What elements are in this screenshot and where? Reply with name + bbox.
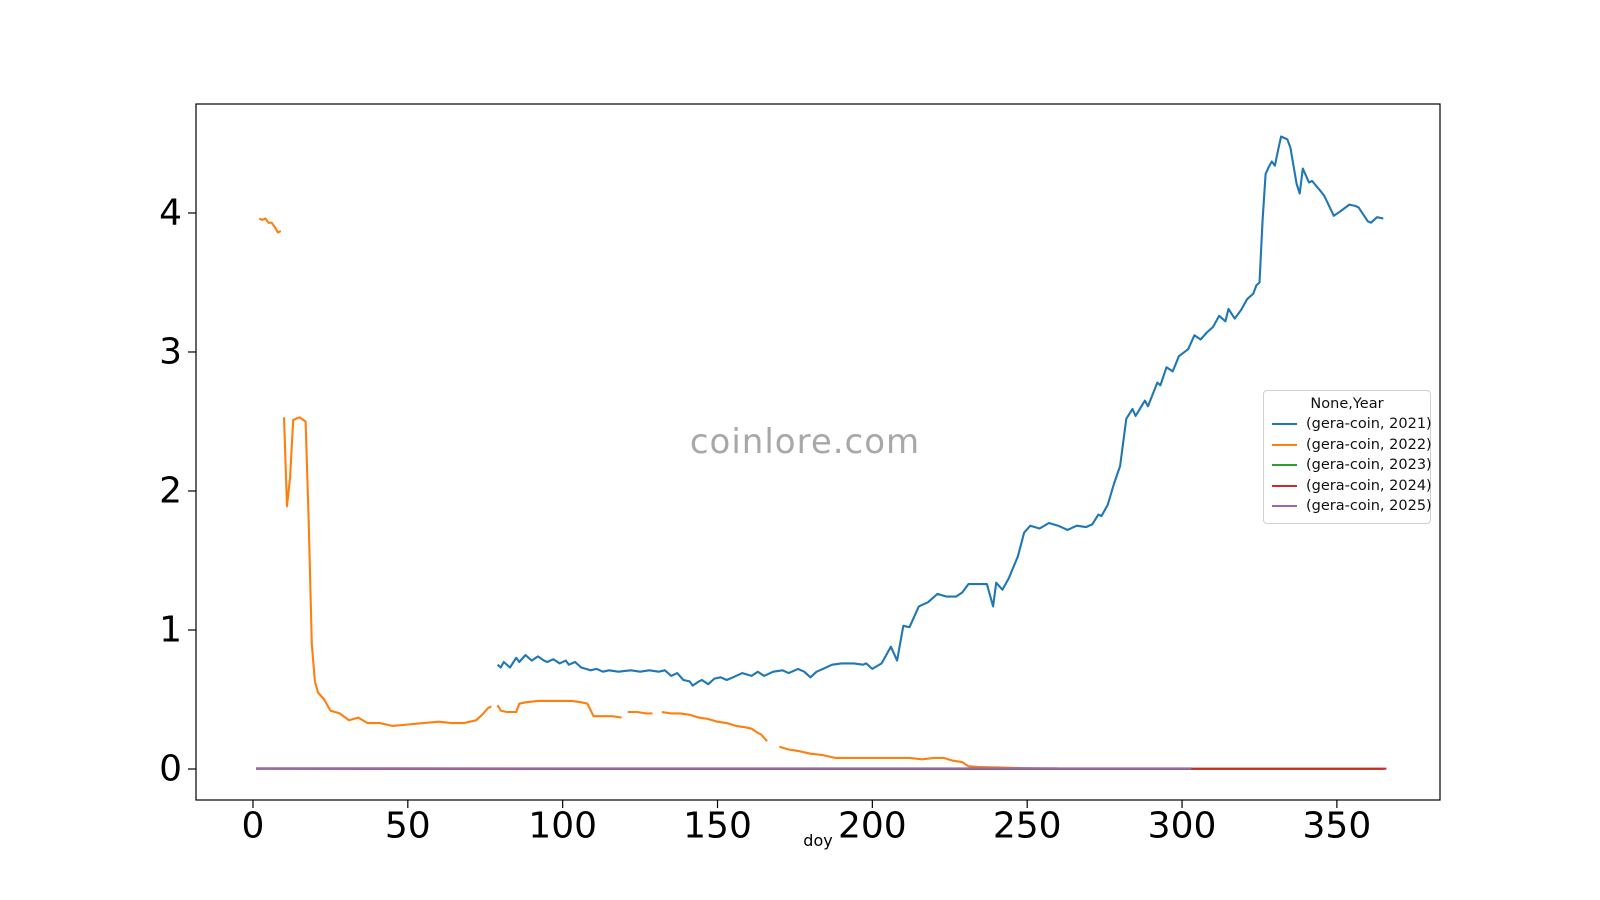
- x-tick-label: 100: [528, 806, 597, 847]
- series-line-2022: [496, 699, 622, 719]
- y-tick-label: 4: [159, 192, 182, 233]
- series-line-2022: [282, 416, 492, 727]
- legend-entry-label: (gera-coin, 2023): [1306, 457, 1432, 474]
- legend: None,Year (gera-coin, 2021) (gera-coin, 2…: [1263, 390, 1432, 524]
- x-tick-label: 50: [385, 806, 431, 847]
- series-line-2021: [496, 135, 1384, 687]
- y-tick-label: 0: [159, 749, 182, 790]
- legend-entry-label: (gera-coin, 2024): [1306, 477, 1432, 494]
- series-line-2022: [627, 710, 653, 715]
- legend-entry: (gera-coin, 2023): [1272, 455, 1432, 476]
- legend-entry: (gera-coin, 2022): [1272, 435, 1432, 456]
- series-line-2022: [661, 710, 768, 742]
- y-tick-label: 3: [159, 331, 182, 372]
- x-tick-label: 200: [838, 806, 907, 847]
- x-tick-label: 350: [1303, 806, 1372, 847]
- x-tick-label: 150: [683, 806, 752, 847]
- x-axis-label: doy: [803, 831, 833, 850]
- legend-line-swatch: [1272, 423, 1297, 426]
- legend-entry: (gera-coin, 2025): [1272, 496, 1432, 517]
- series-line-2022: [258, 217, 282, 234]
- legend-entry-label: (gera-coin, 2025): [1306, 498, 1432, 515]
- legend-line-swatch: [1272, 464, 1297, 467]
- legend-entries: (gera-coin, 2021) (gera-coin, 2022) (gera-…: [1272, 414, 1432, 517]
- legend-line-swatch: [1272, 443, 1297, 446]
- x-tick-label: 250: [993, 806, 1062, 847]
- y-tick-label: 1: [159, 609, 182, 650]
- legend-entry: (gera-coin, 2024): [1272, 476, 1432, 497]
- legend-entry: (gera-coin, 2021): [1272, 414, 1432, 435]
- series-line-2022: [779, 745, 1059, 770]
- legend-line-swatch: [1272, 484, 1297, 487]
- legend-entry-label: (gera-coin, 2022): [1306, 436, 1432, 453]
- x-tick-label: 0: [242, 806, 265, 847]
- plot-frame: [195, 103, 1441, 801]
- legend-entry-label: (gera-coin, 2021): [1306, 416, 1432, 433]
- x-tick-label: 300: [1148, 806, 1217, 847]
- legend-line-swatch: [1272, 505, 1297, 508]
- y-tick-label: 2: [159, 470, 182, 511]
- legend-title: None,Year: [1310, 396, 1384, 412]
